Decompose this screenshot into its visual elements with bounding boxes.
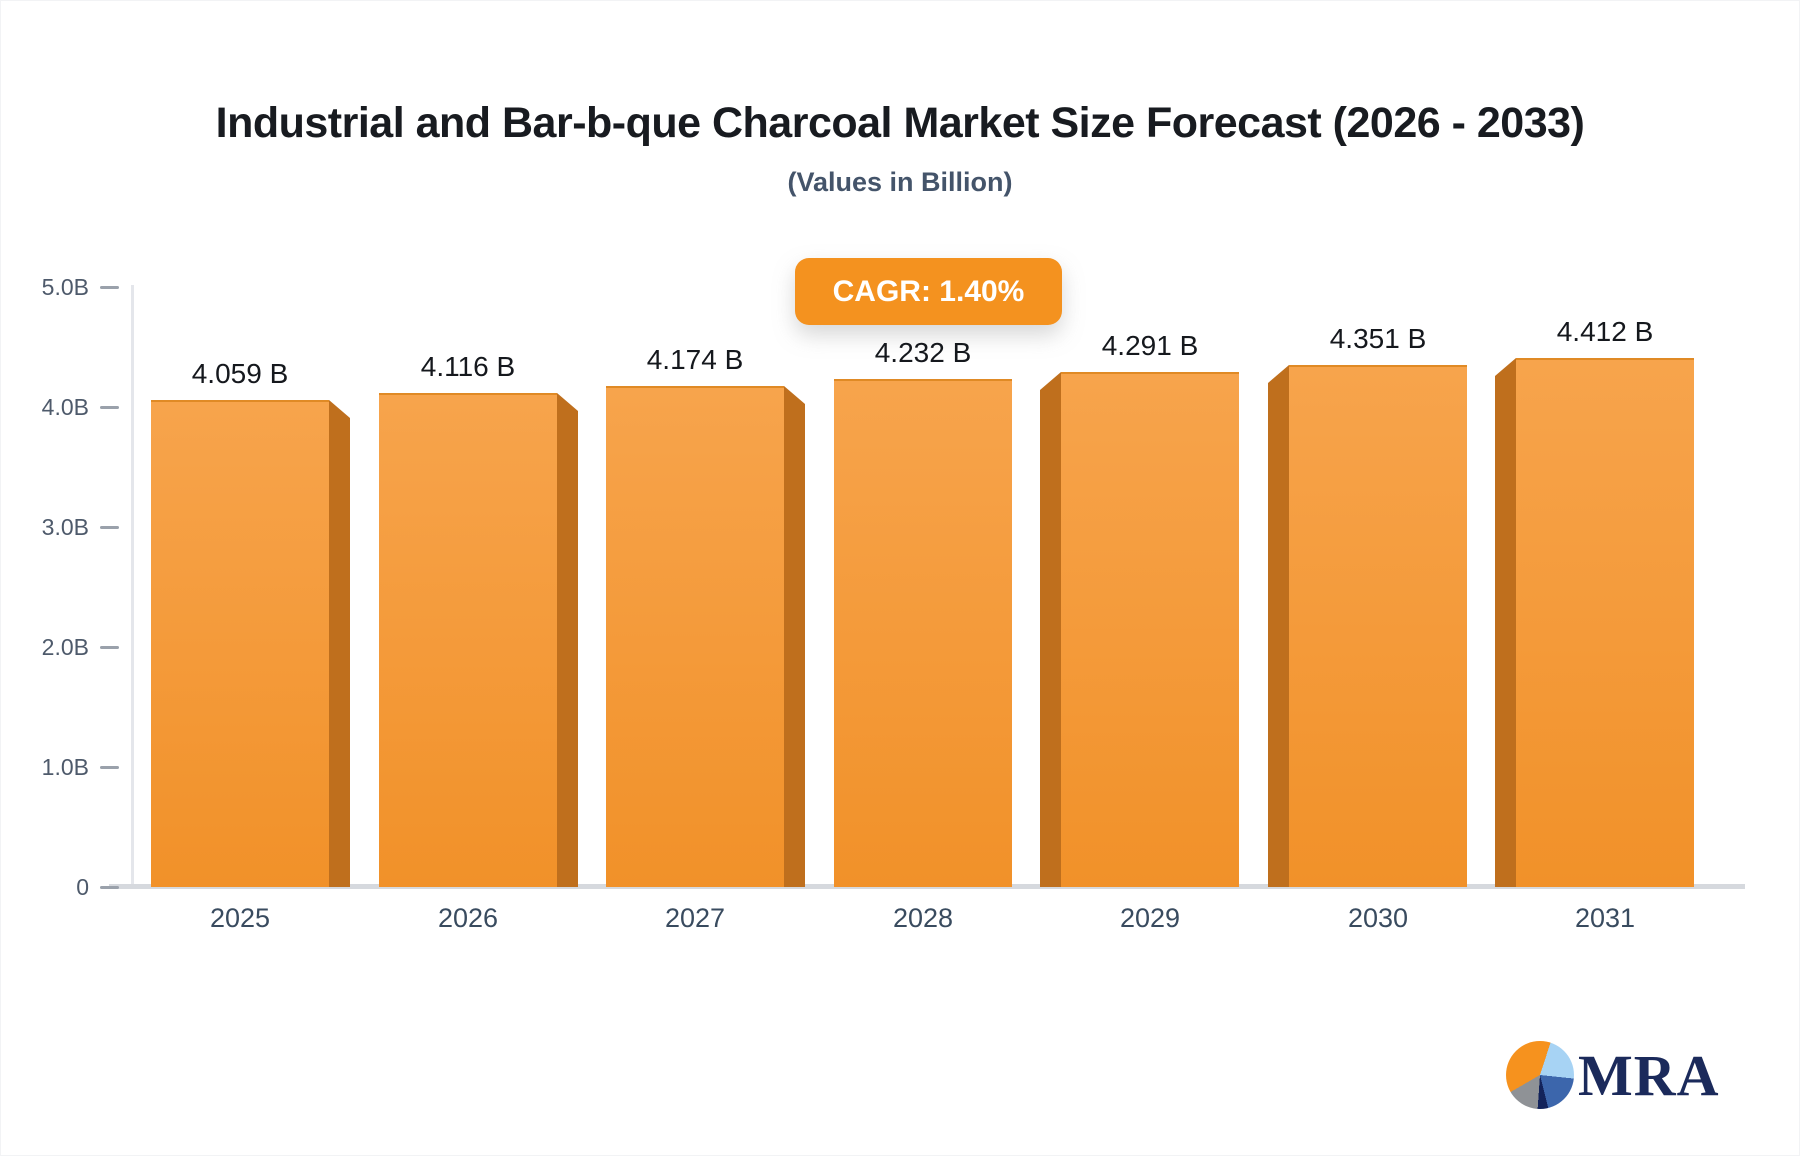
bar-2025 [151,400,329,887]
logo-text: MRA [1578,1042,1720,1108]
x-category-label: 2030 [1347,903,1409,933]
bar-value-label: 4.059 B [191,358,289,389]
y-tick-label: 1.0B [41,754,89,780]
bar-value-label: 4.174 B [646,344,744,375]
y-tick-mark [100,766,119,769]
x-category-label: 2026 [437,903,499,933]
bar-value-label: 4.412 B [1556,316,1654,347]
bar-3d-side [1268,365,1289,887]
bar-value-label: 4.291 B [1101,330,1199,361]
bar-3d-side [1495,358,1516,887]
bar-value-label: 4.116 B [420,351,516,382]
cagr-badge: CAGR: 1.40% [795,258,1062,325]
y-tick-label: 0 [76,874,89,900]
y-tick-mark [100,526,119,529]
bar-3d-side [557,393,578,887]
bar-3d-side [784,386,805,887]
y-tick-label: 2.0B [41,634,89,660]
brand-logo: MRA [1506,1041,1720,1109]
bar-2026 [379,393,557,887]
chart-title: Industrial and Bar-b-que Charcoal Market… [215,99,1585,147]
y-tick-mark [100,886,119,889]
y-tick-label: 3.0B [41,514,89,540]
bar-2027 [606,386,784,887]
x-category-label: 2031 [1574,903,1636,933]
bar-value-label: 4.351 B [1329,323,1427,354]
bar-2028 [834,379,1012,887]
bar-2030 [1289,365,1467,887]
y-tick-mark [100,286,119,289]
y-axis-line [131,285,134,888]
y-tick-mark [100,406,119,409]
bar-value-label: 4.232 B [874,337,972,368]
y-tick-label: 5.0B [41,274,89,300]
chart-subtitle: (Values in Billion) [787,167,1013,197]
x-category-label: 2028 [892,903,954,933]
y-tick-label: 4.0B [41,394,89,420]
bar-2029 [1061,372,1239,887]
logo-pie-icon [1506,1041,1574,1109]
x-category-label: 2027 [664,903,726,933]
x-category-label: 2029 [1119,903,1181,933]
y-tick-mark [100,646,119,649]
bar-3d-side [329,400,350,887]
x-category-label: 2025 [209,903,271,933]
bar-3d-side [1040,372,1061,887]
bar-2031 [1516,358,1694,887]
